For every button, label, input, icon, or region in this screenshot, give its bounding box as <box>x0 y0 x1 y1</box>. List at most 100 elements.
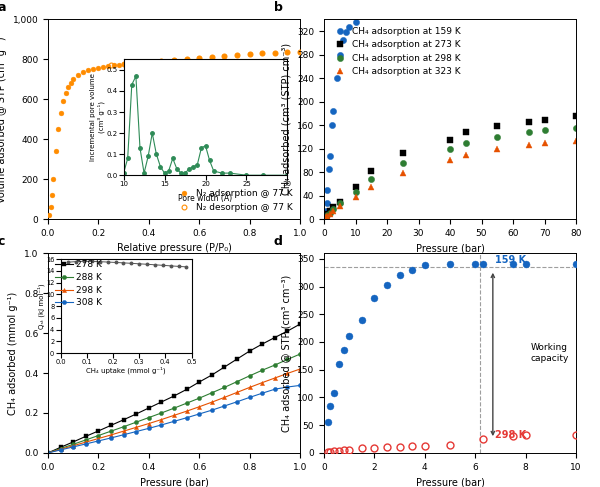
N₂ desorption @ 77 K <box>246 51 253 57</box>
N₂ desorption @ 77 K <box>170 56 178 62</box>
CH₄ adsorption at 159 K <box>330 108 337 113</box>
288 K <box>284 356 291 362</box>
Text: d: d <box>274 235 283 248</box>
N₂ adsorption @ 77 K <box>74 73 82 78</box>
308 K <box>284 384 291 390</box>
N₂ adsorption @ 77 K <box>110 62 117 68</box>
N₂ adsorption @ 77 K <box>67 80 74 86</box>
CH₄ adsorption at 273 K <box>321 216 328 222</box>
N₂ adsorption @ 77 K <box>47 204 54 210</box>
298 K <box>296 366 304 372</box>
278 K <box>95 428 102 434</box>
Line: N₂ desorption @ 77 K: N₂ desorption @ 77 K <box>109 49 302 67</box>
N₂ adsorption @ 77 K <box>271 50 278 56</box>
288 K <box>246 373 253 379</box>
Line: CH₄ adsorption at 273 K: CH₄ adsorption at 273 K <box>322 113 579 222</box>
N₂ adsorption @ 77 K <box>170 57 178 63</box>
CH₄ adsorption at 298 K <box>399 160 406 166</box>
308 K <box>120 432 127 438</box>
298 K <box>70 443 77 449</box>
N₂ adsorption @ 77 K <box>296 49 304 55</box>
X-axis label: Relative pressure (P/P₀): Relative pressure (P/P₀) <box>116 244 232 253</box>
CH₄ adsorption at 323 K <box>322 215 329 221</box>
N₂ adsorption @ 77 K <box>46 212 53 218</box>
N₂ adsorption @ 77 K <box>133 60 140 66</box>
CH₄ adsorption at 323 K <box>541 140 548 146</box>
CH₄ adsorption at 323 K <box>525 142 532 148</box>
CH₄ adsorption at 159 K <box>328 122 335 128</box>
288 K <box>259 367 266 373</box>
N₂ adsorption @ 77 K <box>85 68 92 74</box>
N₂ adsorption @ 77 K <box>57 111 64 116</box>
278 K <box>57 445 64 450</box>
298 K <box>271 375 278 381</box>
298 K <box>284 371 291 376</box>
298 K <box>145 421 152 427</box>
298 K <box>183 408 190 414</box>
N₂ adsorption @ 77 K <box>196 55 203 61</box>
CH₄ adsorption at 273 K <box>446 137 454 143</box>
288 K <box>196 395 203 401</box>
N₂ adsorption @ 77 K <box>52 149 59 154</box>
Line: N₂ adsorption @ 77 K: N₂ adsorption @ 77 K <box>47 49 302 218</box>
278 K <box>133 411 140 417</box>
N₂ adsorption @ 77 K <box>95 65 102 71</box>
CH₄ adsorption at 323 K <box>330 208 337 214</box>
278 K <box>246 348 253 354</box>
308 K <box>133 429 140 434</box>
CH₄ adsorption at 298 K <box>541 127 548 133</box>
CH₄ adsorption at 159 K <box>321 214 328 220</box>
288 K <box>95 432 102 438</box>
278 K <box>158 399 165 405</box>
Text: 159 K: 159 K <box>496 255 526 265</box>
Text: a: a <box>0 1 6 15</box>
298 K <box>57 447 64 452</box>
CH₄ adsorption at 273 K <box>399 150 406 156</box>
288 K <box>170 405 178 411</box>
288 K <box>44 450 52 456</box>
298 K <box>158 417 165 423</box>
308 K <box>221 403 228 409</box>
N₂ adsorption @ 77 K <box>80 70 87 75</box>
N₂ desorption @ 77 K <box>120 61 127 67</box>
Line: 278 K: 278 K <box>46 322 302 455</box>
N₂ adsorption @ 77 K <box>221 53 228 59</box>
N₂ desorption @ 77 K <box>107 62 115 68</box>
CH₄ adsorption at 323 K <box>368 184 375 190</box>
N₂ desorption @ 77 K <box>233 52 241 58</box>
278 K <box>271 335 278 340</box>
N₂ adsorption @ 77 K <box>49 176 56 182</box>
CH₄ adsorption at 273 K <box>368 168 375 174</box>
278 K <box>70 439 77 445</box>
Text: c: c <box>0 235 5 248</box>
CH₄ adsorption at 323 K <box>446 157 454 163</box>
CH₄ adsorption at 298 K <box>462 140 469 146</box>
CH₄ adsorption at 323 K <box>321 216 328 222</box>
Line: 288 K: 288 K <box>46 352 302 455</box>
CH₄ adsorption at 273 K <box>462 130 469 135</box>
Text: 298 K: 298 K <box>496 430 527 440</box>
288 K <box>221 385 228 391</box>
CH₄ adsorption at 323 K <box>572 138 580 144</box>
CH₄ adsorption at 298 K <box>525 130 532 135</box>
N₂ adsorption @ 77 K <box>120 61 127 67</box>
308 K <box>246 394 253 400</box>
308 K <box>82 441 89 447</box>
298 K <box>233 390 241 395</box>
CH₄ adsorption at 298 K <box>322 214 329 220</box>
N₂ adsorption @ 77 K <box>48 192 55 198</box>
278 K <box>183 387 190 393</box>
N₂ adsorption @ 77 K <box>208 54 215 60</box>
278 K <box>120 417 127 423</box>
288 K <box>133 419 140 425</box>
CH₄ adsorption at 323 K <box>327 211 334 217</box>
X-axis label: Pressure (bar): Pressure (bar) <box>416 244 484 253</box>
N₂ adsorption @ 77 K <box>70 76 77 82</box>
278 K <box>296 321 304 327</box>
308 K <box>233 399 241 405</box>
CH₄ adsorption at 273 K <box>327 208 334 214</box>
Line: CH₄ adsorption at 323 K: CH₄ adsorption at 323 K <box>322 138 579 222</box>
288 K <box>57 446 64 451</box>
CH₄ adsorption at 323 K <box>336 203 343 209</box>
298 K <box>107 432 115 438</box>
